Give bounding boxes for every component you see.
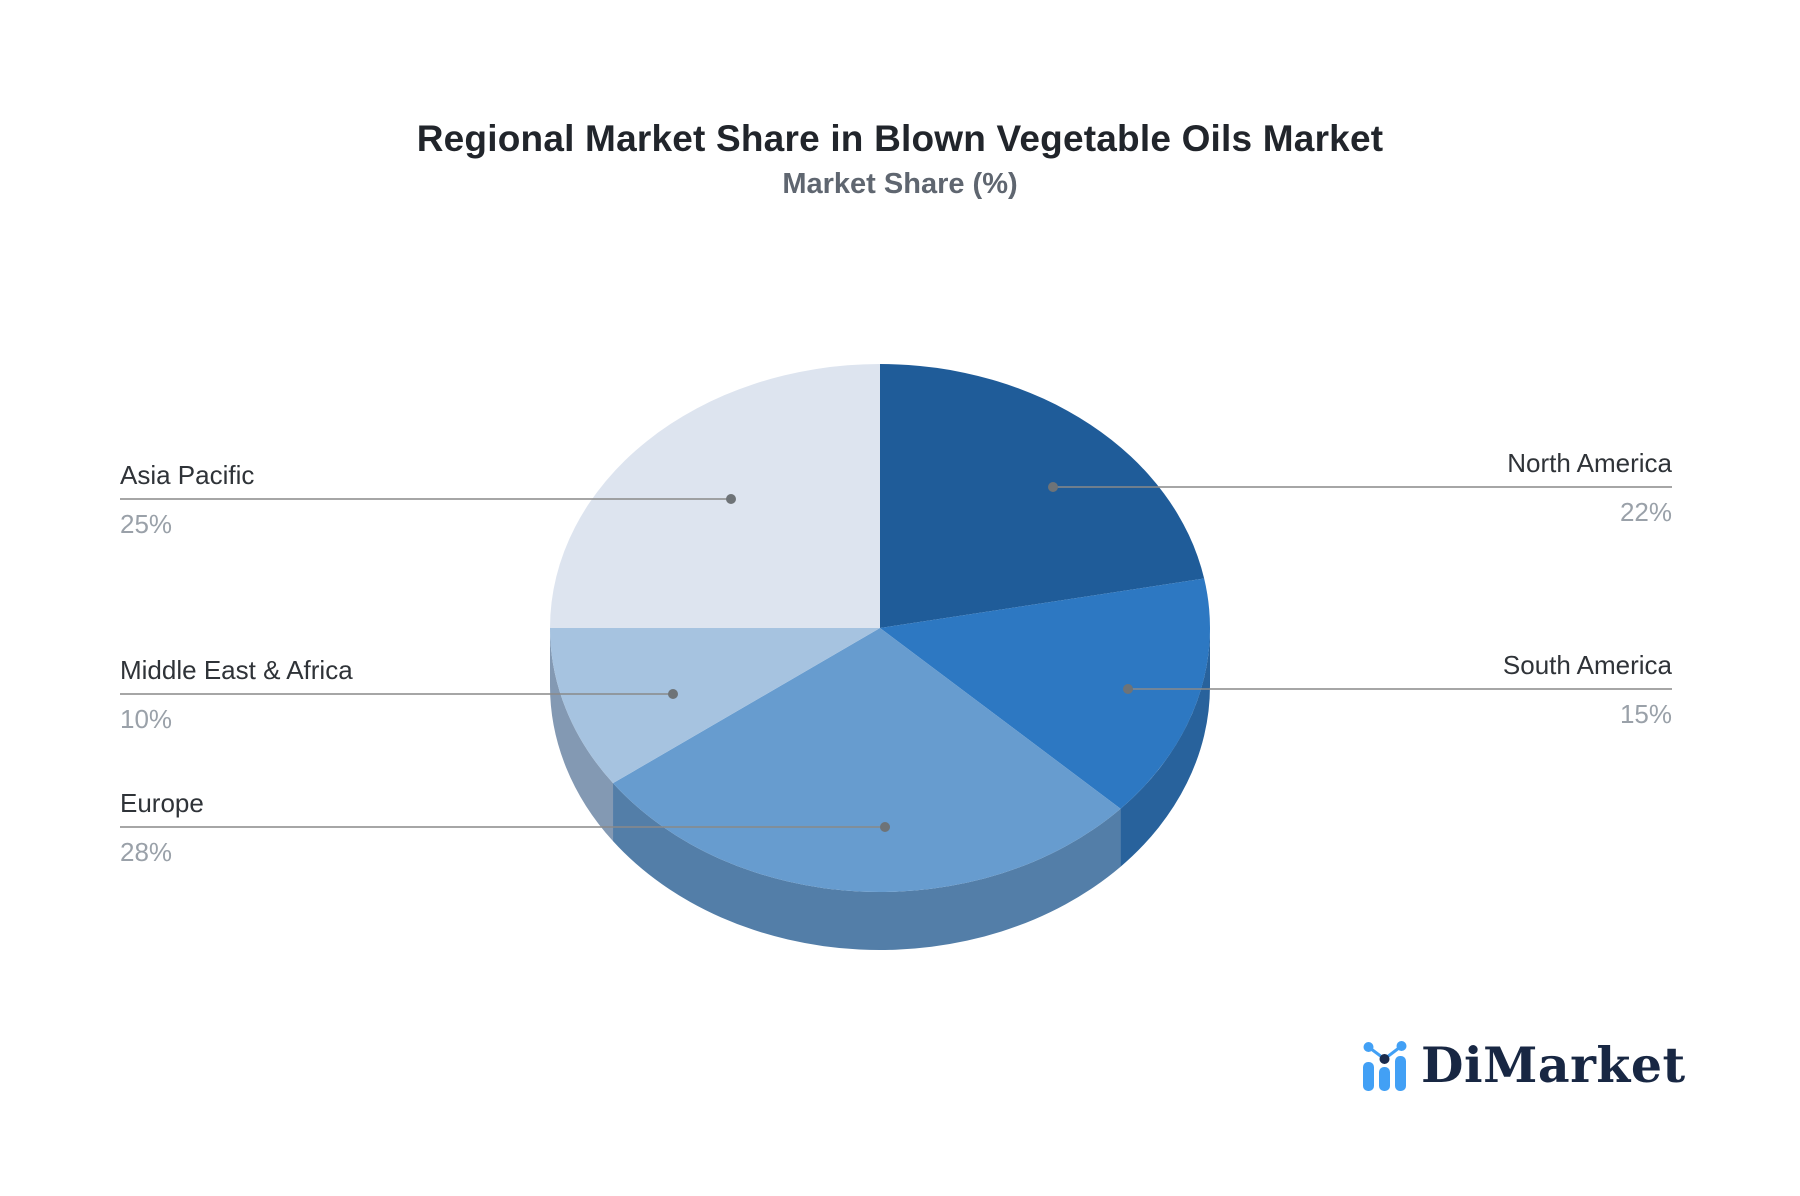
pie-slice-north-america[interactable] (880, 364, 1205, 628)
leader-dot-europe (880, 822, 890, 832)
pie-slice-middle-east-africa[interactable] (550, 628, 880, 784)
pie-slice-side-south-america (1120, 628, 1210, 867)
bar-line-chart-icon (1363, 1041, 1407, 1091)
leader-dot-asia-pacific (726, 494, 736, 504)
slice-label: Europe (120, 788, 204, 818)
pie-slice-side-middle-east-africa (550, 628, 614, 842)
pie-slice-side-europe (613, 783, 1121, 950)
leader-dots (668, 482, 1133, 832)
slice-label: Middle East & Africa (120, 655, 353, 685)
slice-value: 28% (120, 837, 173, 867)
slice-value: 25% (120, 509, 173, 539)
slice-value: 22% (1619, 497, 1672, 527)
slice-value: 15% (1619, 699, 1672, 729)
chart-subtitle: Market Share (%) (782, 168, 1018, 200)
logo: DiMarket (1362, 1036, 1686, 1094)
slice-label: Asia Pacific (120, 460, 255, 490)
pie-slices (550, 364, 1210, 892)
slice-value: 10% (120, 704, 173, 734)
leader-dot-north-america (1048, 482, 1058, 492)
pie-slice-south-america[interactable] (880, 578, 1210, 809)
chart-title: Regional Market Share in Blown Vegetable… (416, 118, 1384, 159)
leader-lines (120, 486, 1672, 828)
leader-dot-south-america (1123, 684, 1133, 694)
pie-slice-europe[interactable] (613, 628, 1121, 892)
pie-slice-asia-pacific[interactable] (550, 364, 880, 628)
slice-label: South America (1502, 650, 1672, 680)
leader-dot-middle-east-africa (668, 689, 678, 699)
pie-3d-sides (550, 628, 1210, 950)
slice-label: North America (1507, 448, 1672, 478)
logo-text: DiMarket (1421, 1036, 1686, 1094)
